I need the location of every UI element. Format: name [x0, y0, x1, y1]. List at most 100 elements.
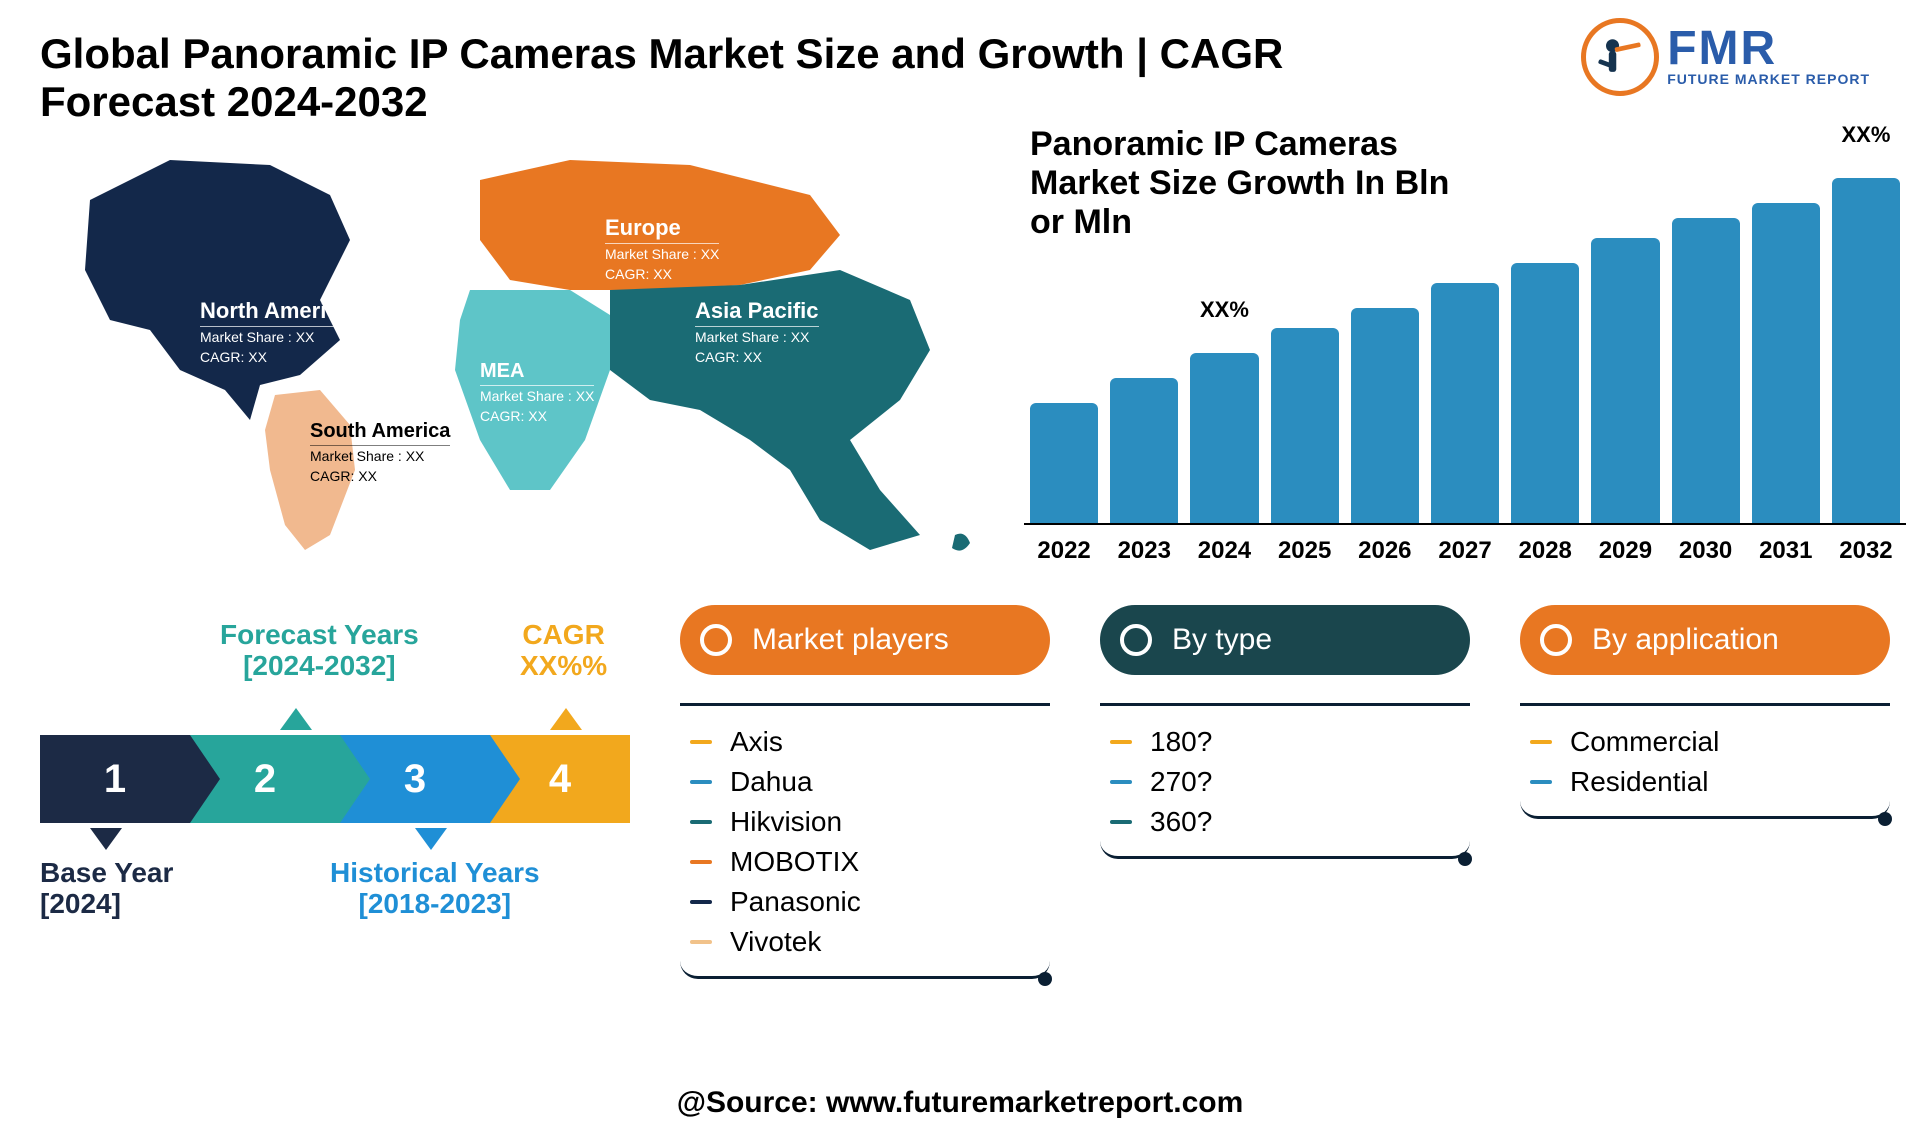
world-map-svg [50, 140, 1000, 560]
list-item: 180? [1100, 722, 1470, 762]
growth-bar-chart: Panoramic IP Cameras Market Size Growth … [1030, 125, 1900, 565]
tl-label-historical: Historical Years [2018-2023] [330, 858, 540, 920]
timeline: Forecast Years [2024-2032] CAGR XX%% 123… [30, 600, 670, 960]
chart-bars: XX% XX% [1030, 173, 1900, 523]
tick-icon [1110, 820, 1132, 824]
label-asia-pacific: Asia Pacific Market Share : XX CAGR: XX [695, 298, 819, 365]
list-item-label: Commercial [1570, 726, 1719, 758]
list-item-label: MOBOTIX [730, 846, 859, 878]
bar-rect [1752, 203, 1820, 523]
logo-text-main: FMR [1667, 27, 1870, 70]
label-europe: Europe Market Share : XX CAGR: XX [605, 215, 719, 282]
list-item: Panasonic [680, 882, 1050, 922]
tick-icon [690, 820, 712, 824]
bar-2031 [1752, 203, 1820, 523]
list-item: Residential [1520, 762, 1890, 802]
xaxis-year: 2031 [1752, 537, 1820, 565]
category-by-type: By type 180? 270? 360? [1100, 605, 1470, 1025]
xaxis-year: 2025 [1271, 537, 1339, 565]
chart-xaxis: 2022 2023 2024 2025 2026 2027 2028 2029 2030 2031… [1030, 537, 1900, 565]
list-item: Hikvision [680, 802, 1050, 842]
bar-2029 [1591, 238, 1659, 523]
category-list: Axis Dahua Hikvision MOBOTIX Panasonic Vivote… [680, 703, 1050, 979]
tl-label-cagr: CAGR XX%% [520, 620, 607, 682]
tl-label-base: Base Year [2024] [40, 858, 173, 920]
category-market-players: Market players Axis Dahua Hikvision MOBOTIX P… [680, 605, 1050, 1025]
source-attribution: @Source: www.futuremarketreport.com [0, 1086, 1920, 1120]
fmr-logo: FMR FUTURE MARKET REPORT [1581, 18, 1870, 96]
category-pill: Market players [680, 605, 1050, 675]
list-item-label: Dahua [730, 766, 813, 798]
tick-icon [1530, 780, 1552, 784]
fmr-logo-icon [1581, 18, 1659, 96]
tick-icon [1110, 780, 1132, 784]
list-item-label: Hikvision [730, 806, 842, 838]
list-item-label: 360? [1150, 806, 1212, 838]
list-item-label: 270? [1150, 766, 1212, 798]
label-mea: MEA Market Share : XX CAGR: XX [480, 360, 594, 424]
category-pill: By type [1100, 605, 1470, 675]
bar-2026 [1351, 308, 1419, 523]
logo-text-sub: FUTURE MARKET REPORT [1667, 71, 1870, 87]
xaxis-year: 2032 [1832, 537, 1900, 565]
bar-annotation: XX% [1200, 297, 1249, 323]
world-map: North America Market Share : XX CAGR: XX… [50, 140, 1000, 560]
list-item: Axis [680, 722, 1050, 762]
tick-icon [690, 900, 712, 904]
label-north-america: North America Market Share : XX CAGR: XX [200, 298, 351, 365]
bar-rect [1030, 403, 1098, 523]
list-item-label: 180? [1150, 726, 1212, 758]
bar-rect [1110, 378, 1178, 523]
bar-2022 [1030, 403, 1098, 523]
chart-axis [1024, 523, 1906, 525]
bar-rect [1271, 328, 1339, 523]
bar-2027 [1431, 283, 1499, 523]
list-item: Dahua [680, 762, 1050, 802]
xaxis-year: 2023 [1110, 537, 1178, 565]
bar-rect [1511, 263, 1579, 523]
bar-2030 [1672, 218, 1740, 523]
tick-icon [690, 780, 712, 784]
tick-icon [1110, 740, 1132, 744]
arrow-up-cagr [550, 708, 582, 730]
list-item: Commercial [1520, 722, 1890, 762]
bar-2023 [1110, 378, 1178, 523]
page-title: Global Panoramic IP Cameras Market Size … [0, 0, 1450, 137]
bar-rect [1832, 178, 1900, 523]
bar-2024: XX% [1190, 353, 1258, 523]
bar-rect [1351, 308, 1419, 523]
list-item-label: Residential [1570, 766, 1709, 798]
bar-rect [1591, 238, 1659, 523]
tick-icon [1530, 740, 1552, 744]
tick-icon [690, 740, 712, 744]
timeline-track: 1234 [40, 735, 630, 823]
category-list: Commercial Residential [1520, 703, 1890, 819]
label-south-america: South America Market Share : XX CAGR: XX [310, 420, 450, 484]
region-north-america [85, 160, 350, 420]
xaxis-year: 2028 [1511, 537, 1579, 565]
tick-icon [690, 860, 712, 864]
bar-rect [1431, 283, 1499, 523]
xaxis-year: 2022 [1030, 537, 1098, 565]
bar-2032: XX% [1832, 178, 1900, 523]
xaxis-year: 2026 [1351, 537, 1419, 565]
list-item: 360? [1100, 802, 1470, 842]
timeline-segment-1: 1 [40, 735, 190, 823]
tick-icon [690, 940, 712, 944]
xaxis-year: 2030 [1672, 537, 1740, 565]
list-item-label: Vivotek [730, 926, 821, 958]
xaxis-year: 2027 [1431, 537, 1499, 565]
xaxis-year: 2029 [1591, 537, 1659, 565]
bar-rect [1190, 353, 1258, 523]
category-columns: Market players Axis Dahua Hikvision MOBOTIX P… [680, 605, 1890, 1025]
bar-annotation: XX% [1842, 122, 1891, 148]
list-item: 270? [1100, 762, 1470, 802]
arrow-up-forecast [280, 708, 312, 730]
arrow-down-historical [415, 828, 447, 850]
bar-2025 [1271, 328, 1339, 523]
tl-label-forecast: Forecast Years [2024-2032] [220, 620, 419, 682]
list-item: Vivotek [680, 922, 1050, 962]
xaxis-year: 2024 [1190, 537, 1258, 565]
category-by-application: By applicationCommercialResidential [1520, 605, 1890, 1025]
bar-rect [1672, 218, 1740, 523]
